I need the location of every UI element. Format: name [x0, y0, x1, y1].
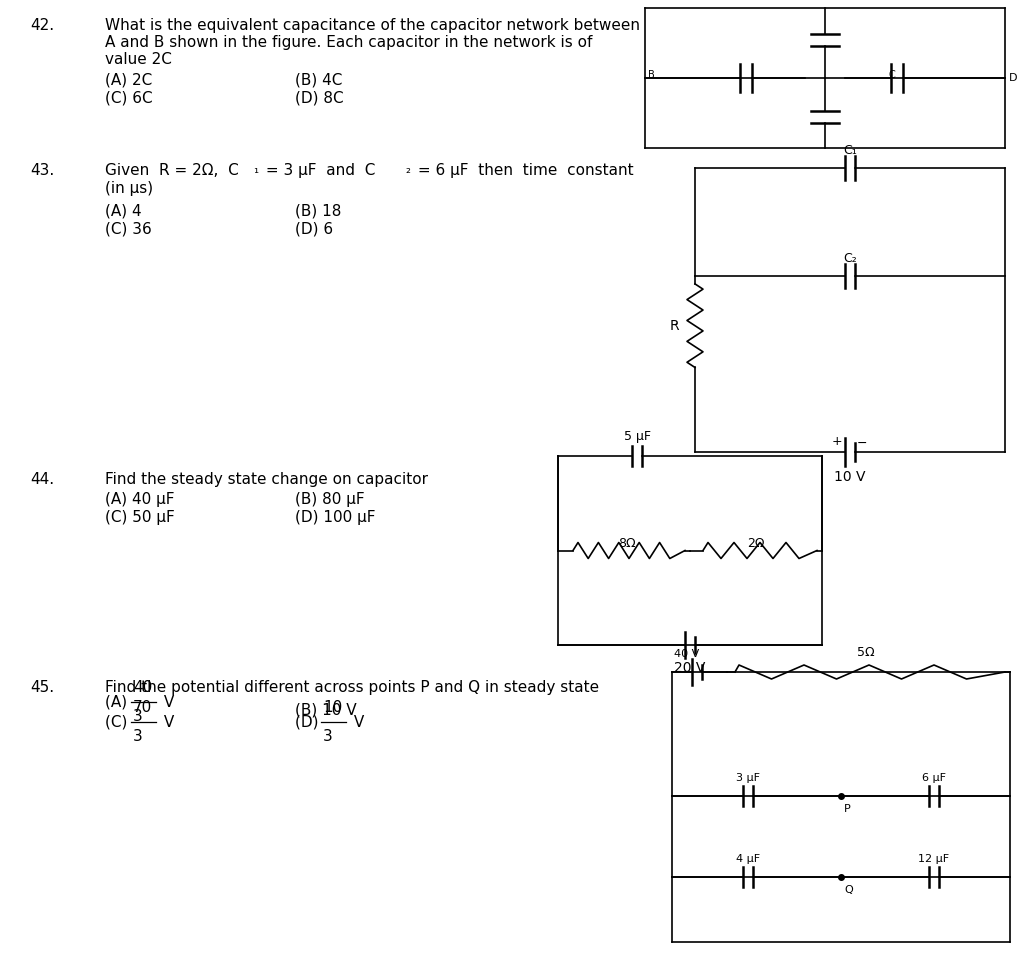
Text: (A) 4: (A) 4: [105, 203, 141, 218]
Text: (B) 18: (B) 18: [295, 203, 341, 218]
Text: (D) 6: (D) 6: [295, 221, 333, 236]
Text: (C) 50 μF: (C) 50 μF: [105, 510, 175, 525]
Text: 3: 3: [133, 729, 142, 744]
Text: (C) 36: (C) 36: [105, 221, 152, 236]
Text: (C) 6C: (C) 6C: [105, 90, 153, 105]
Text: 5 μF: 5 μF: [624, 430, 650, 443]
Text: −: −: [857, 437, 867, 450]
Text: Given  R = 2Ω,  C: Given R = 2Ω, C: [105, 163, 239, 178]
Text: Find the steady state change on capacitor: Find the steady state change on capacito…: [105, 472, 428, 487]
Text: C₂: C₂: [843, 251, 857, 265]
Text: (D) 8C: (D) 8C: [295, 90, 344, 105]
Text: value 2C: value 2C: [105, 52, 172, 67]
Text: 20 V: 20 V: [675, 661, 706, 675]
Text: 5Ω: 5Ω: [857, 646, 874, 659]
Text: Find the potential different across points P and Q in steady state: Find the potential different across poin…: [105, 680, 599, 695]
Text: 12 μF: 12 μF: [919, 854, 949, 864]
Text: 45.: 45.: [30, 680, 54, 695]
Text: 2Ω: 2Ω: [748, 537, 765, 550]
Text: (C): (C): [105, 715, 132, 729]
Text: = 3 μF  and  C: = 3 μF and C: [261, 163, 376, 178]
Text: (B) 10 V: (B) 10 V: [295, 702, 356, 717]
Text: 10: 10: [323, 700, 342, 715]
Text: ₂: ₂: [406, 163, 410, 176]
Text: 6 μF: 6 μF: [922, 773, 946, 784]
Text: (D) 100 μF: (D) 100 μF: [295, 510, 376, 525]
Text: 43.: 43.: [30, 163, 54, 178]
Text: 3 μF: 3 μF: [736, 773, 760, 784]
Text: 4 μF: 4 μF: [736, 854, 760, 864]
Text: V: V: [349, 715, 365, 729]
Text: C: C: [889, 70, 895, 80]
Text: (D): (D): [295, 715, 324, 729]
Text: 40: 40: [133, 680, 153, 695]
Text: 40 V: 40 V: [674, 649, 699, 659]
Text: V: V: [159, 715, 174, 729]
Text: B: B: [648, 70, 654, 80]
Text: R: R: [670, 318, 679, 333]
Text: ₁: ₁: [253, 163, 258, 176]
Text: (B) 4C: (B) 4C: [295, 72, 342, 87]
Text: (A) 40 μF: (A) 40 μF: [105, 492, 174, 507]
Text: (B) 80 μF: (B) 80 μF: [295, 492, 365, 507]
Text: A and B shown in the figure. Each capacitor in the network is of: A and B shown in the figure. Each capaci…: [105, 35, 592, 50]
Text: 3: 3: [323, 729, 333, 744]
Text: D: D: [1009, 73, 1018, 83]
Text: +: +: [831, 435, 842, 448]
Text: V: V: [159, 694, 174, 710]
Text: (in μs): (in μs): [105, 181, 154, 196]
Text: C₁: C₁: [843, 144, 857, 157]
Text: 44.: 44.: [30, 472, 54, 487]
Text: 10 V: 10 V: [835, 470, 865, 484]
Text: 8Ω: 8Ω: [617, 537, 635, 550]
Text: = 6 μF  then  time  constant: = 6 μF then time constant: [413, 163, 634, 178]
Text: What is the equivalent capacitance of the capacitor network between: What is the equivalent capacitance of th…: [105, 18, 640, 33]
Text: Q: Q: [844, 886, 853, 895]
Text: 70: 70: [133, 700, 153, 715]
Text: 42.: 42.: [30, 18, 54, 33]
Text: 3: 3: [133, 709, 142, 724]
Text: (A): (A): [105, 694, 132, 710]
Text: P: P: [844, 804, 851, 815]
Text: (A) 2C: (A) 2C: [105, 72, 153, 87]
